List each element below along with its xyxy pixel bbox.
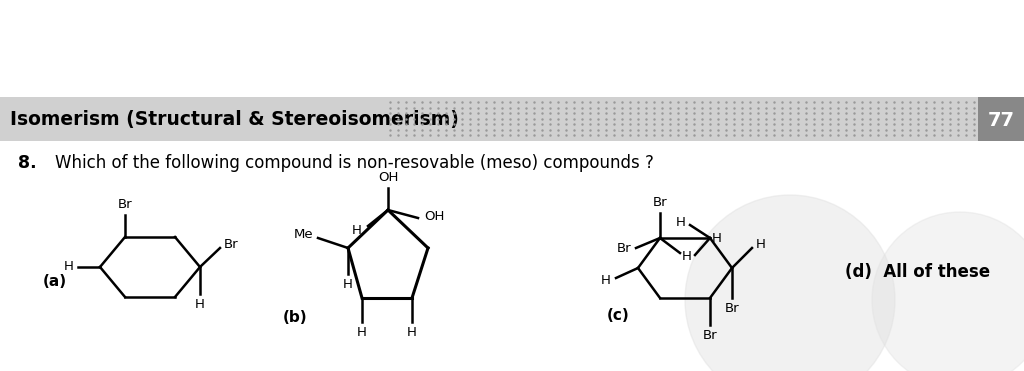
Text: H: H [756,239,766,252]
Text: (a): (a) [43,275,67,289]
Text: H: H [65,260,74,273]
Text: Me: Me [293,229,313,242]
Text: Isomerism (Structural & Stereoisomerism): Isomerism (Structural & Stereoisomerism) [10,111,459,129]
Text: H: H [343,278,353,291]
Text: Br: Br [725,302,739,315]
Text: H: H [601,273,611,286]
Text: H: H [408,326,417,339]
Text: H: H [195,298,205,311]
Text: Br: Br [118,198,132,211]
Text: Br: Br [616,242,631,255]
Bar [978,97,1024,141]
Text: OH: OH [378,171,398,184]
Text: (d)  All of these: (d) All of these [845,263,990,281]
Text: 77: 77 [987,111,1015,129]
Text: H: H [352,223,362,236]
Text: Br: Br [652,196,668,209]
Text: H: H [712,232,722,244]
Text: (c): (c) [606,308,630,322]
Text: Br: Br [702,329,718,342]
Text: H: H [682,250,692,263]
Bar [0,97,1024,141]
Text: H: H [676,216,686,229]
Circle shape [872,212,1024,371]
Text: 8.: 8. [18,154,37,172]
Text: Which of the following compound is non-resovable (meso) compounds ?: Which of the following compound is non-r… [55,154,654,172]
Text: Br: Br [224,237,239,250]
Text: (b): (b) [283,311,307,325]
Text: OH: OH [424,210,444,223]
Circle shape [685,195,895,371]
Text: H: H [357,326,367,339]
